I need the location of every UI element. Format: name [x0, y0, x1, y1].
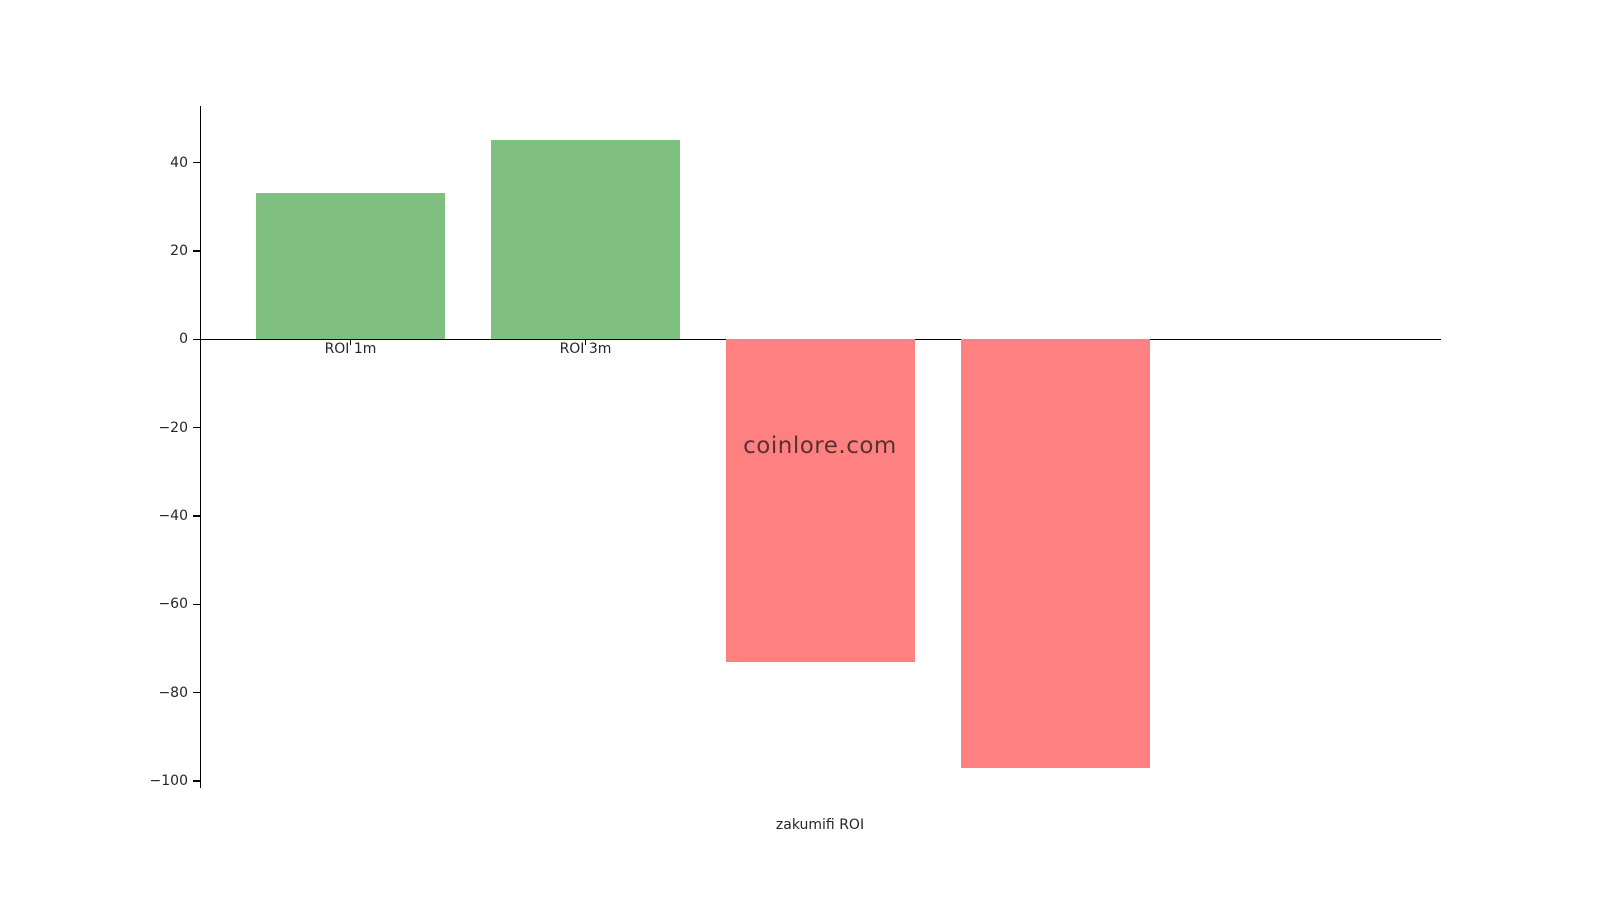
y-tick-label: 0	[179, 331, 188, 348]
y-tick-mark	[193, 691, 200, 694]
roi-bar	[256, 193, 445, 340]
y-tick-mark	[193, 338, 200, 340]
roi-bar	[491, 140, 680, 340]
y-tick-mark	[193, 250, 200, 252]
y-axis-spine	[200, 106, 202, 788]
x-tick-label: ROI 3m	[559, 341, 612, 358]
y-tick-mark	[193, 161, 200, 164]
roi-bar	[726, 339, 915, 662]
x-axis-title: zakumifi ROI	[775, 817, 865, 833]
y-tick-label: −60	[158, 596, 188, 613]
y-tick-label: −40	[158, 507, 188, 524]
y-tick-label: 40	[170, 154, 188, 171]
y-tick-mark	[193, 603, 200, 605]
y-tick-label: −80	[158, 684, 188, 701]
roi-bar	[961, 339, 1150, 768]
x-axis-zero-line	[200, 338, 1441, 340]
y-tick-label: −100	[149, 772, 188, 789]
watermark-text: coinlore.com	[743, 433, 897, 459]
y-tick-mark	[193, 780, 200, 782]
x-tick-mark	[349, 339, 352, 346]
y-tick-mark	[193, 515, 200, 517]
y-tick-mark	[193, 426, 200, 429]
y-tick-label: 20	[170, 242, 188, 259]
y-tick-label: −20	[158, 419, 188, 436]
x-tick-mark	[584, 339, 587, 346]
x-tick-label: ROI 1m	[324, 341, 377, 358]
